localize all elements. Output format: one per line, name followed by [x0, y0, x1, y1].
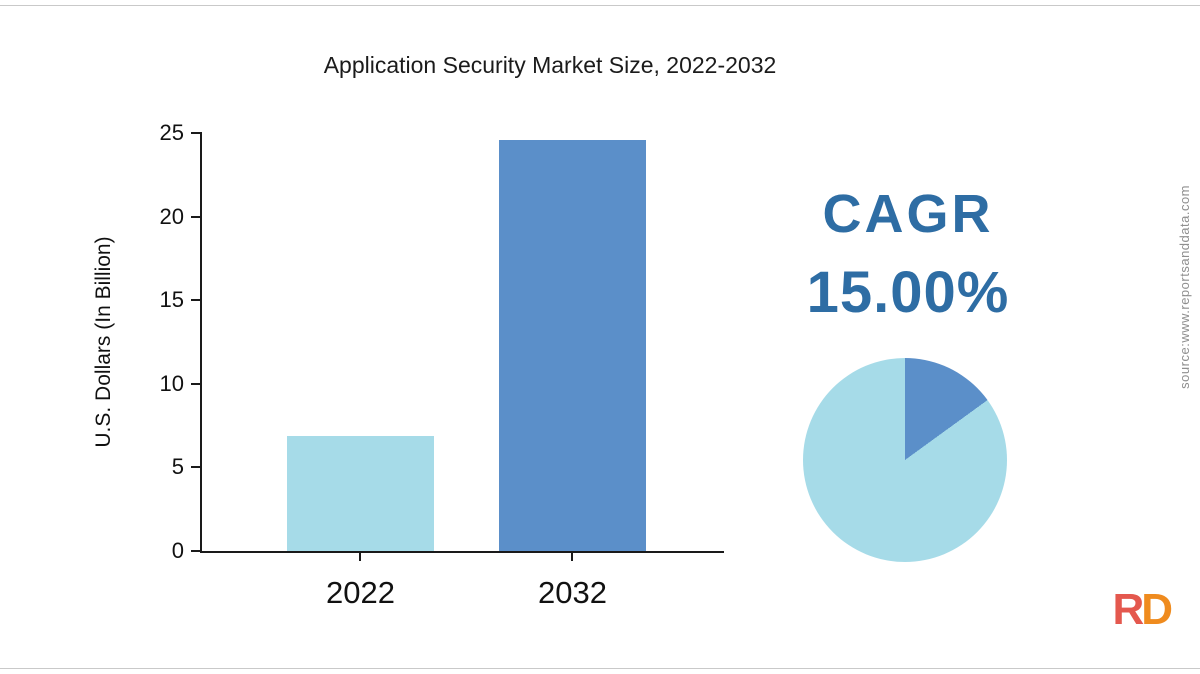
- y-tick-label: 25: [159, 120, 184, 145]
- cagr-pie-chart: [803, 358, 1007, 562]
- x-category-label: 2032: [538, 575, 607, 610]
- brand-logo: RD: [1112, 585, 1173, 634]
- top-frame-line: [0, 5, 1200, 6]
- bottom-frame-line: [0, 668, 1200, 669]
- y-tick-label: 10: [159, 370, 184, 396]
- cagr-value: 15.00%: [806, 260, 1010, 325]
- y-tick: 0: [172, 538, 202, 563]
- cagr-block: CAGR 15.00%: [763, 183, 1053, 326]
- x-tick: [359, 553, 361, 561]
- logo-letter-r: R: [1112, 585, 1144, 634]
- y-tick-label: 15: [159, 287, 184, 313]
- x-tick: [571, 553, 573, 561]
- bar-chart-plot: 0 5 10 15 20 25 2022 2032: [160, 120, 724, 610]
- y-tick: 25: [160, 120, 202, 145]
- y-tick: 5: [172, 454, 202, 479]
- y-tick-label: 5: [171, 454, 184, 480]
- chart-title: Application Security Market Size, 2022-2…: [323, 52, 777, 78]
- y-tick-label: 20: [159, 203, 184, 229]
- x-category-label: 2022: [326, 575, 395, 610]
- logo-letter-d: D: [1141, 585, 1173, 634]
- y-tick: 15: [160, 287, 202, 312]
- y-tick: 20: [160, 204, 202, 229]
- bar-2022: [287, 435, 434, 551]
- cagr-label: CAGR: [822, 184, 994, 244]
- y-tick-label: 0: [171, 538, 184, 563]
- bar-2032: [499, 139, 646, 551]
- source-attribution: source:www.reportsanddata.com: [1177, 185, 1192, 389]
- y-tick: 10: [160, 371, 202, 396]
- y-axis-label: U.S. Dollars (In Billion): [92, 236, 115, 448]
